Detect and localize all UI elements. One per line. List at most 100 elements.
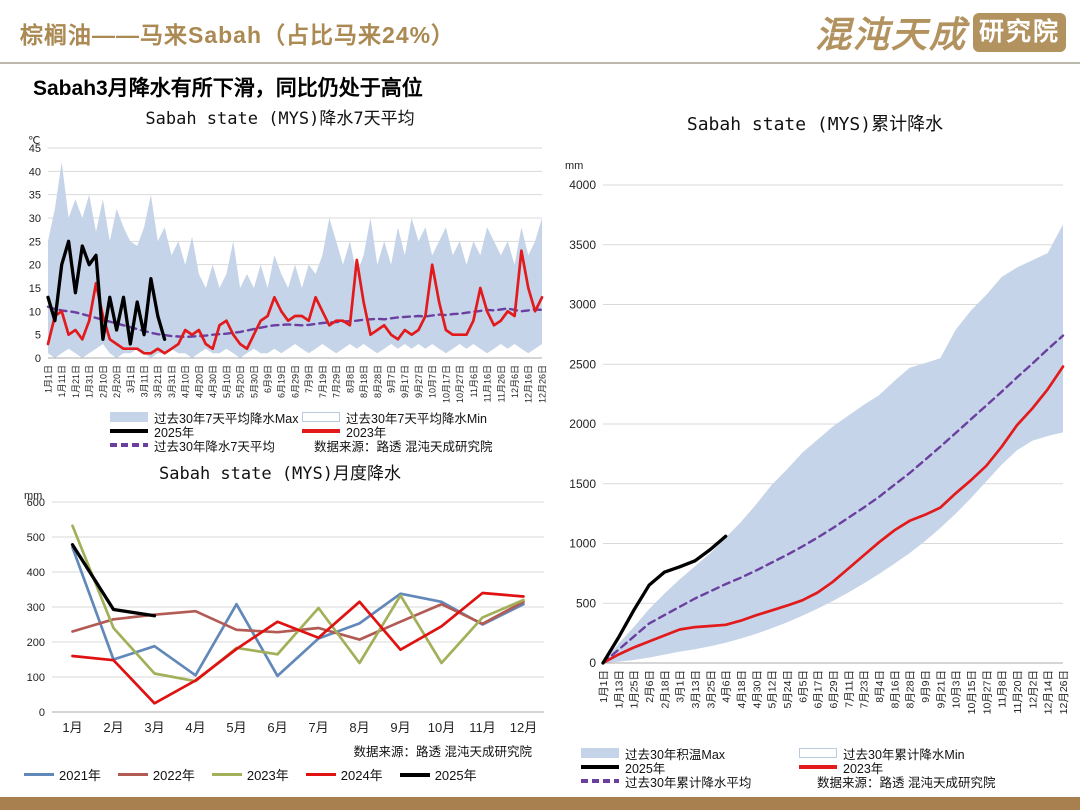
cum-dash-avg-swatch-icon xyxy=(581,779,619,783)
legend-label-2024: 2024年 xyxy=(340,768,383,783)
svg-text:10月27日: 10月27日 xyxy=(455,365,465,403)
dash-avg-swatch-icon xyxy=(110,443,148,447)
chart1-unit: ℃ xyxy=(28,135,41,147)
svg-text:0: 0 xyxy=(589,656,596,670)
cum-band-min-swatch-icon xyxy=(799,748,837,758)
svg-text:10月7日: 10月7日 xyxy=(428,365,438,398)
svg-text:6月17日: 6月17日 xyxy=(813,670,825,709)
svg-text:8月16日: 8月16日 xyxy=(889,670,901,709)
series-过去30年降水7天平均 xyxy=(46,305,544,339)
svg-text:8月28日: 8月28日 xyxy=(905,670,917,709)
legend-label-cum-2025: 2025年 xyxy=(625,761,666,776)
line-2024-swatch-icon xyxy=(305,773,336,776)
legend-label-2021: 2021年 xyxy=(59,768,101,783)
series-2021年 xyxy=(71,546,525,678)
svg-text:8月: 8月 xyxy=(349,720,369,735)
svg-text:4月6日: 4月6日 xyxy=(721,670,733,703)
svg-text:2月18日: 2月18日 xyxy=(659,670,671,709)
svg-text:6月9日: 6月9日 xyxy=(263,365,273,393)
legend-row: 2023年 xyxy=(302,424,537,440)
svg-text:6月: 6月 xyxy=(267,720,287,735)
chart2-title: Sabah state (MYS)月度降水 xyxy=(159,464,401,484)
svg-text:9月21日: 9月21日 xyxy=(935,670,947,709)
svg-text:500: 500 xyxy=(576,596,596,610)
series-过去30年累计降水平均 xyxy=(601,334,1065,665)
svg-text:10月15日: 10月15日 xyxy=(966,670,978,714)
svg-text:8月4日: 8月4日 xyxy=(874,670,886,703)
line-2022-swatch-icon xyxy=(117,773,148,776)
svg-text:9月: 9月 xyxy=(390,720,410,735)
svg-text:15: 15 xyxy=(29,283,41,295)
svg-text:2000: 2000 xyxy=(569,417,596,431)
page-title: 棕榈油——马来Sabah（占比马来24%） xyxy=(20,22,456,48)
svg-text:6月5日: 6月5日 xyxy=(797,670,809,703)
svg-text:11月26日: 11月26日 xyxy=(496,365,506,402)
svg-text:12月2日: 12月2日 xyxy=(1027,670,1039,709)
svg-text:8月8日: 8月8日 xyxy=(345,365,355,393)
svg-text:4月: 4月 xyxy=(185,720,205,735)
chart3-legend: 过去30年积温Max 2025年 过去30年累计降水平均 过去30年累计降水Mi… xyxy=(553,746,1049,790)
svg-c3-content: 0 500 1000 1500 2000 2500 3000 3500 4000 1月1日 1月13… xyxy=(569,178,1070,714)
svg-text:5月20日: 5月20日 xyxy=(236,365,246,398)
svg-text:8月28日: 8月28日 xyxy=(373,365,383,398)
svg-text:3月21日: 3月21日 xyxy=(153,365,163,398)
legend-label-avg: 过去30年降水7天平均 xyxy=(154,439,275,454)
svg-text:200: 200 xyxy=(27,637,45,649)
legend-item: 2021年 xyxy=(24,765,101,784)
line-2025m-swatch-icon xyxy=(399,772,430,777)
svg-text:1500: 1500 xyxy=(569,477,596,491)
legend-row: 过去30年累计降水平均 xyxy=(581,774,799,790)
svg-text:3月13日: 3月13日 xyxy=(690,670,702,709)
line-2023-swatch-icon xyxy=(302,429,340,433)
cum-band-max-swatch-icon xyxy=(581,748,619,758)
legend-label-2025: 2025年 xyxy=(154,425,195,440)
svg-text:4月10日: 4月10日 xyxy=(181,365,191,398)
legend-row: 2025年 xyxy=(110,424,302,440)
svg-text:4月18日: 4月18日 xyxy=(736,670,748,709)
svg-text:20: 20 xyxy=(29,260,41,272)
chart-monthly-rainfall: Sabah state (MYS)月度降水 mm 0 100 200 300 400 50… xyxy=(10,460,550,784)
legend-label-2023: 2023年 xyxy=(346,425,387,440)
chart2-unit: mm xyxy=(24,490,43,502)
legend-label-2025m: 2025年 xyxy=(434,768,477,783)
svg-text:7月11日: 7月11日 xyxy=(843,670,855,708)
svg-text:7月9日: 7月9日 xyxy=(304,365,314,393)
svg-text:4月30日: 4月30日 xyxy=(751,670,763,709)
svg-text:1月13日: 1月13日 xyxy=(613,670,625,709)
svg-text:3000: 3000 xyxy=(569,298,596,312)
legend-row: 数据来源：路透 混沌天成研究院 xyxy=(817,774,1049,790)
svg-text:11月20日: 11月20日 xyxy=(1012,670,1024,714)
svg-text:40: 40 xyxy=(29,166,41,178)
chart2-legend: 2021年 2022年 2023年 2024年 2025年 xyxy=(24,765,550,784)
svg-text:30: 30 xyxy=(29,213,41,225)
svg-text:5月30日: 5月30日 xyxy=(249,365,259,398)
svg-text:5: 5 xyxy=(35,330,41,342)
svg-text:500: 500 xyxy=(27,532,45,544)
chart3-plot: 0 500 1000 1500 2000 2500 3000 3500 4000 1月1日 1月13… xyxy=(569,178,1070,714)
svg-text:1月11日: 1月11日 xyxy=(57,365,67,397)
svg-text:7月23日: 7月23日 xyxy=(859,670,871,709)
svg-c1-content: 0 5 10 15 20 25 30 35 40 45 1月1日 1月11日 1月21日 1月31日 2月1… xyxy=(29,143,548,403)
legend-label-cum-max: 过去30年积温Max xyxy=(625,747,726,762)
svg-text:9月9日: 9月9日 xyxy=(920,670,932,703)
svg-text:6月29日: 6月29日 xyxy=(290,365,300,398)
svg-text:9月27日: 9月27日 xyxy=(414,365,424,398)
legend-label-cum-2023: 2023年 xyxy=(843,761,884,776)
legend-label-max: 过去30年7天平均降水Max xyxy=(154,411,299,426)
svg-text:2月10日: 2月10日 xyxy=(98,365,108,398)
svg-text:11月6日: 11月6日 xyxy=(469,365,479,397)
logo-seal-icon: 研究院 xyxy=(972,12,1066,52)
svg-text:10月17日: 10月17日 xyxy=(441,365,451,403)
legend-row: 过去30年7天平均降水Max xyxy=(110,410,302,426)
svg-text:11月: 11月 xyxy=(469,720,496,735)
line-2023m-swatch-icon xyxy=(211,773,242,776)
legend-row: 过去30年累计降水Min xyxy=(799,746,1049,762)
legend-label-2023m: 2023年 xyxy=(246,768,289,783)
svg-text:0: 0 xyxy=(39,707,45,719)
legend-row: 数据来源：路透 混沌天成研究院 xyxy=(314,438,537,454)
chart2-source-note: 数据来源：路透 混沌天成研究院 xyxy=(353,745,532,759)
svg-text:4000: 4000 xyxy=(569,178,596,192)
svg-text:7月19日: 7月19日 xyxy=(318,365,328,398)
series-2023年 xyxy=(601,365,1065,665)
